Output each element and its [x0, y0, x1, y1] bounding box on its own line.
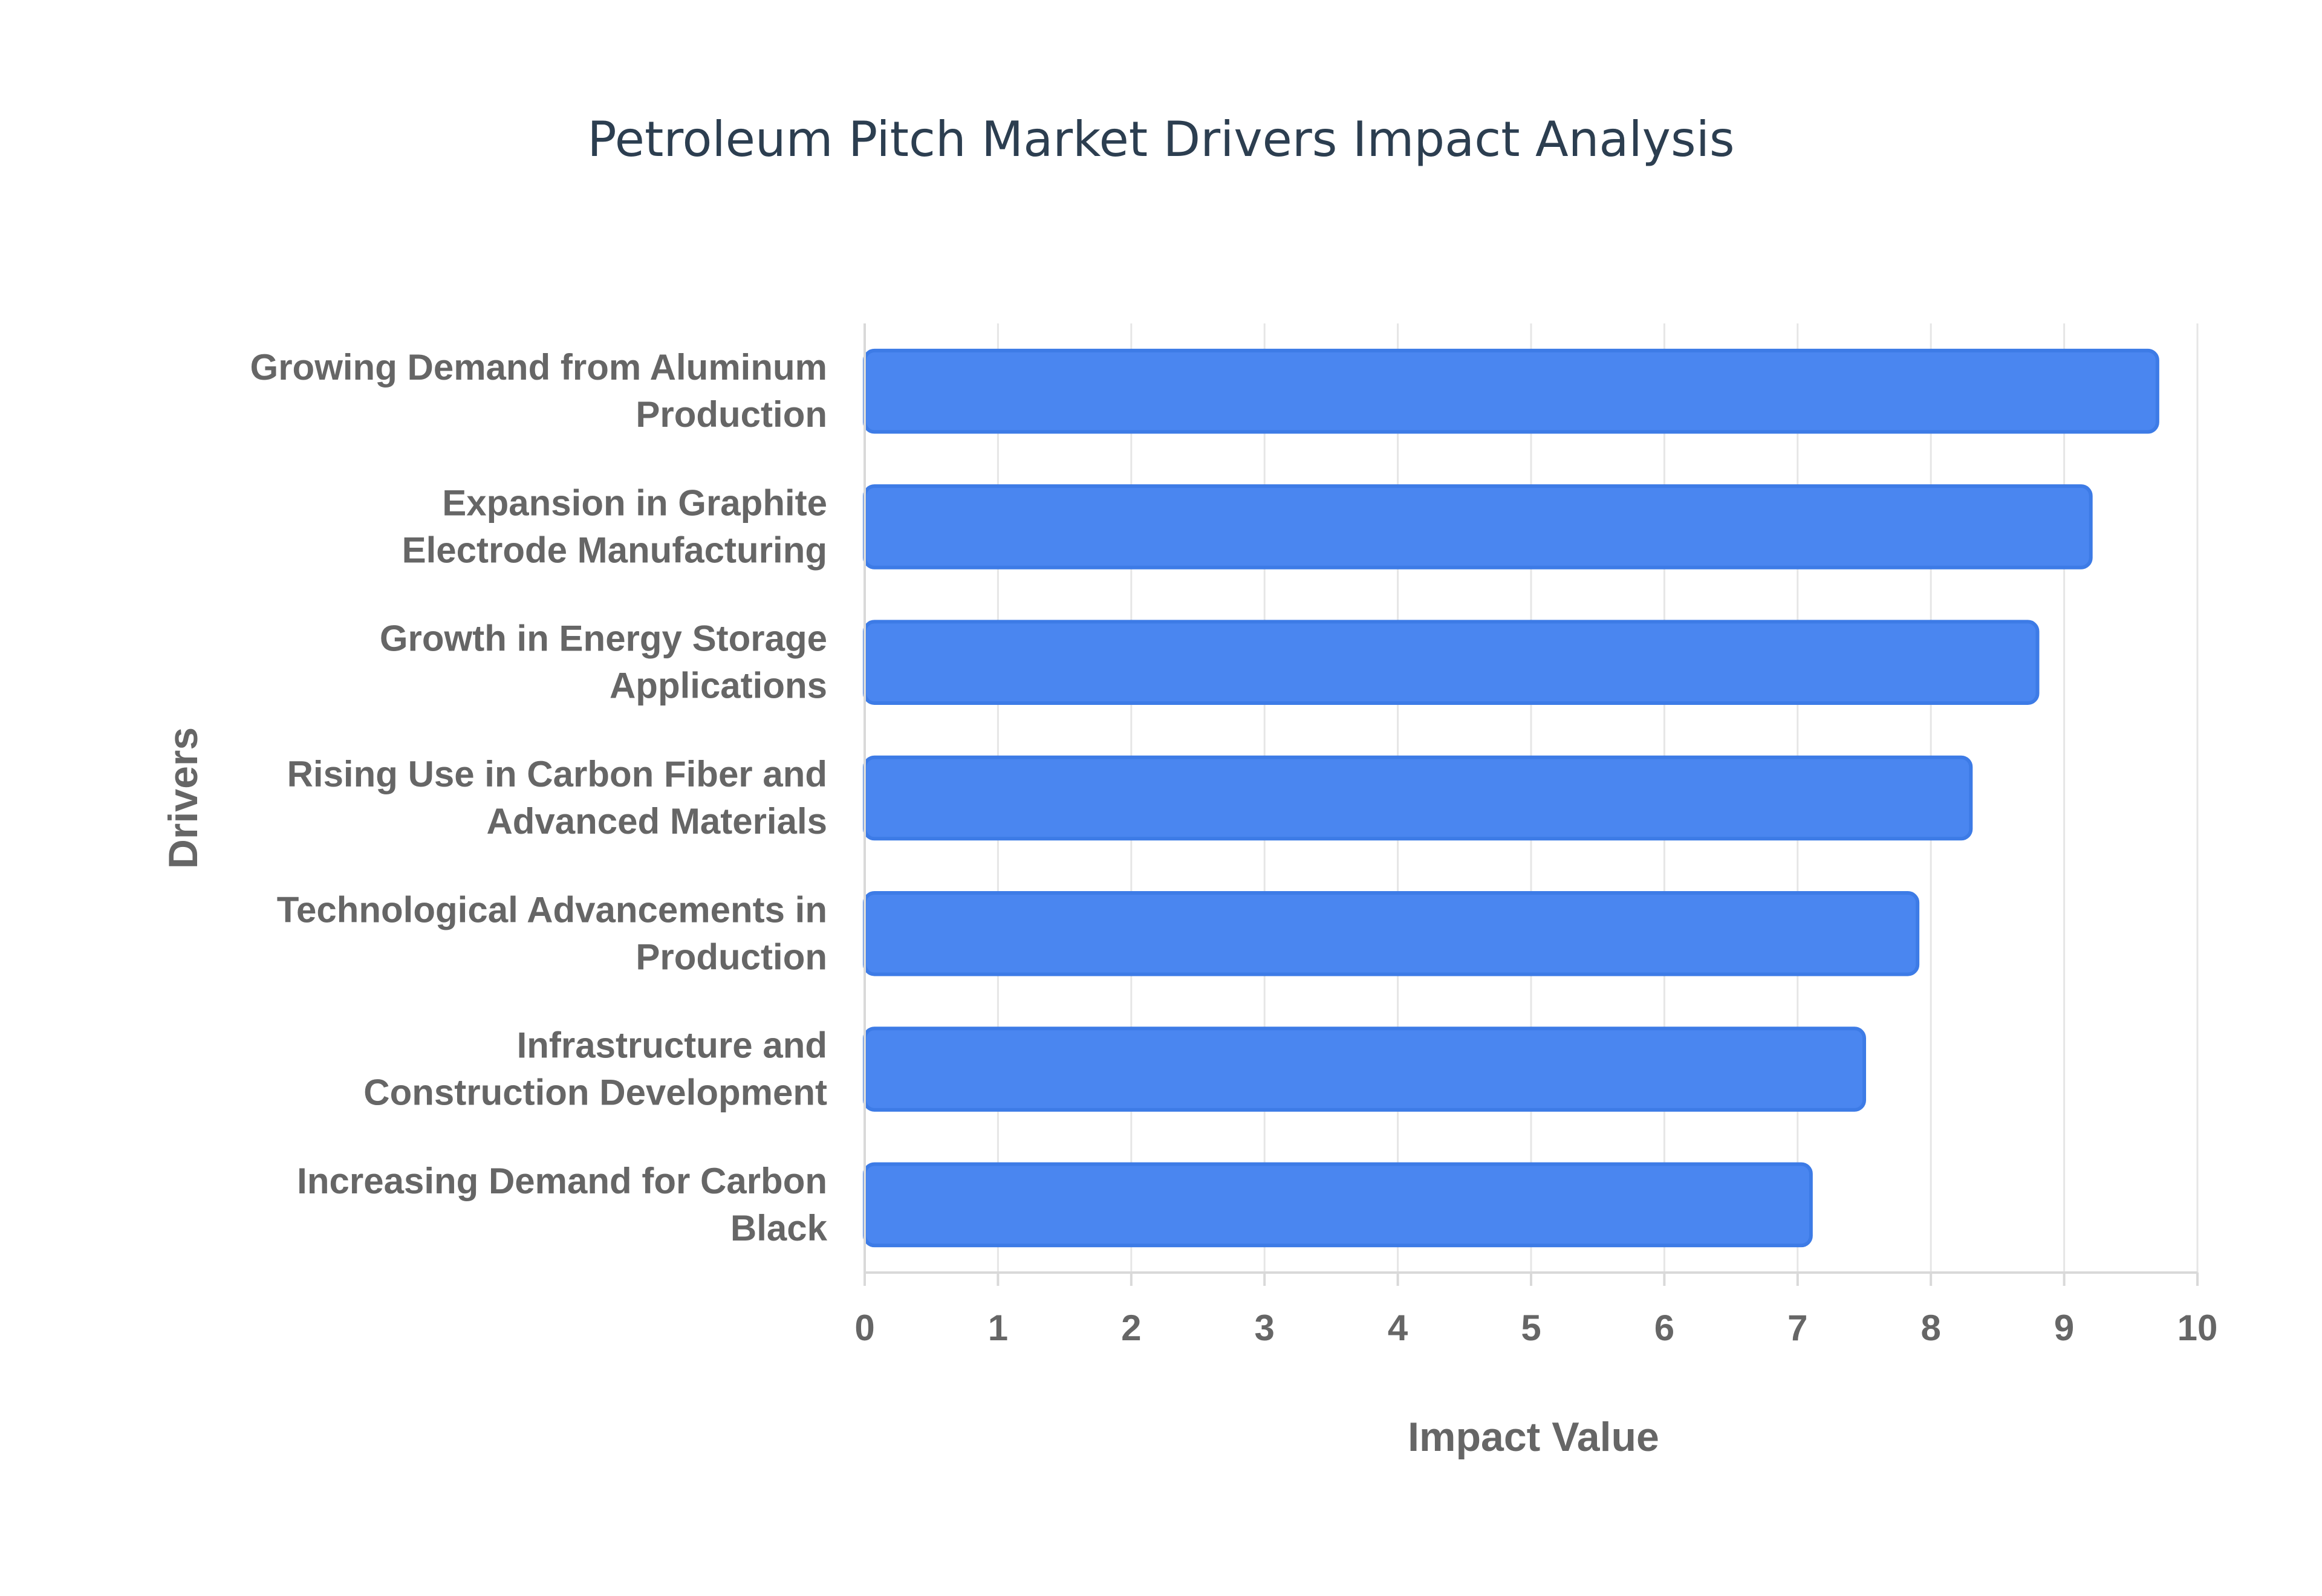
x-tick-label: 8	[1921, 1308, 1941, 1348]
category-label: Advanced Materials	[486, 801, 827, 842]
bar	[863, 891, 1920, 976]
x-tick-label: 5	[1521, 1308, 1541, 1348]
category-label: Infrastructure and	[517, 1025, 827, 1066]
x-tick-label: 3	[1255, 1308, 1275, 1348]
x-tick-label: 9	[2054, 1308, 2074, 1348]
bar	[863, 484, 2093, 569]
x-tick-label: 4	[1388, 1308, 1408, 1348]
category-label: Applications	[610, 666, 827, 706]
bar	[863, 1027, 1866, 1112]
bar	[863, 1162, 1813, 1248]
x-tick-label: 0	[854, 1308, 874, 1348]
x-tick-label: 10	[2177, 1308, 2218, 1348]
x-tick-label: 6	[1654, 1308, 1674, 1348]
x-tick-label: 7	[1787, 1308, 1807, 1348]
category-label: Production	[636, 394, 827, 435]
x-tick-label: 1	[988, 1308, 1008, 1348]
x-axis-title: Impact Value	[1408, 1414, 1659, 1460]
y-axis-title: Drivers	[160, 727, 206, 869]
category-label: Technological Advancements in	[277, 889, 827, 930]
axes: 0 1 2 3 4 5 6 7 8 9 10	[854, 323, 2217, 1348]
bar	[863, 755, 1973, 841]
bar	[863, 620, 2040, 706]
chart-title: Petroleum Pitch Market Drivers Impact An…	[587, 111, 1734, 167]
category-label: Construction Development	[363, 1072, 827, 1113]
category-label: Growing Demand from Aluminum	[250, 347, 827, 388]
category-label: Expansion in Graphite	[442, 482, 827, 523]
category-labels: Growing Demand from Aluminum Production Ex…	[250, 347, 828, 1248]
category-label: Growth in Energy Storage	[380, 618, 827, 659]
category-label: Production	[636, 936, 827, 977]
category-label: Rising Use in Carbon Fiber and	[287, 754, 827, 794]
x-tick-label: 2	[1121, 1308, 1141, 1348]
category-label: Electrode Manufacturing	[402, 530, 827, 570]
bar	[863, 348, 2159, 434]
category-label: Increasing Demand for Carbon	[297, 1161, 827, 1201]
category-label: Black	[730, 1208, 828, 1248]
bars	[863, 348, 2159, 1248]
